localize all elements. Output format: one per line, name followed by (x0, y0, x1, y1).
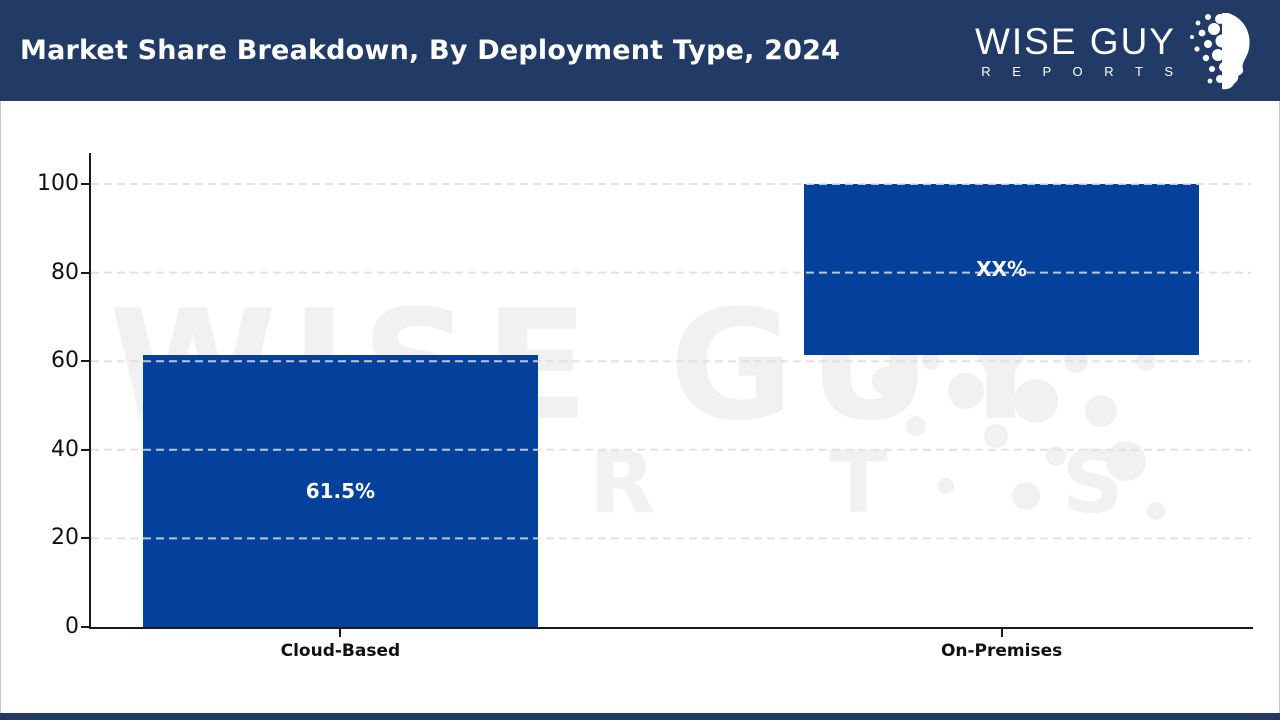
header-bar: Market Share Breakdown, By Deployment Ty… (0, 0, 1280, 101)
y-tick-label-60: 60 (51, 348, 79, 374)
y-axis (89, 153, 91, 629)
logo-text: WISE GUY R E P O R T S (975, 23, 1176, 79)
y-tick-mark (81, 360, 89, 363)
bar-on-premises: XX% (804, 184, 1199, 355)
page-title: Market Share Breakdown, By Deployment Ty… (20, 35, 841, 66)
y-tick-mark (81, 626, 89, 628)
y-tick-label-80: 80 (51, 259, 79, 285)
y-tick-label-100: 100 (37, 171, 79, 196)
bar-cloud-based: 61.5% (143, 354, 538, 627)
x-tick-mark (1000, 629, 1003, 637)
y-tick-label-40: 40 (51, 436, 79, 462)
x-axis (89, 627, 1253, 629)
y-tick-mark (81, 448, 89, 451)
y-tick-label-0: 0 (65, 614, 79, 639)
y-tick-label-20: 20 (51, 525, 79, 551)
wiseguy-logo: WISE GUY R E P O R T S (975, 11, 1254, 91)
chart-area: WISE GUY R T S 61.5% XX% 0 20 40 60 80 100 Clou… (0, 101, 1280, 713)
y-tick-mark (81, 271, 89, 274)
x-tick-mark (339, 629, 342, 637)
bar-chart: 61.5% XX% (91, 153, 1251, 627)
y-tick-mark (81, 537, 89, 540)
logo-subtitle: R E P O R T S (981, 63, 1182, 79)
bar-value-label: 61.5% (305, 478, 376, 503)
logo-face-icon (1190, 12, 1250, 89)
y-tick-mark (81, 183, 89, 185)
x-category-label-cloud-based: Cloud-Based (280, 641, 401, 661)
logo-name: WISE GUY (974, 20, 1176, 62)
x-category-label-on-premises: On-Premises (940, 641, 1063, 661)
bar-value-label: XX% (976, 257, 1028, 282)
footer-bar (0, 713, 1280, 720)
